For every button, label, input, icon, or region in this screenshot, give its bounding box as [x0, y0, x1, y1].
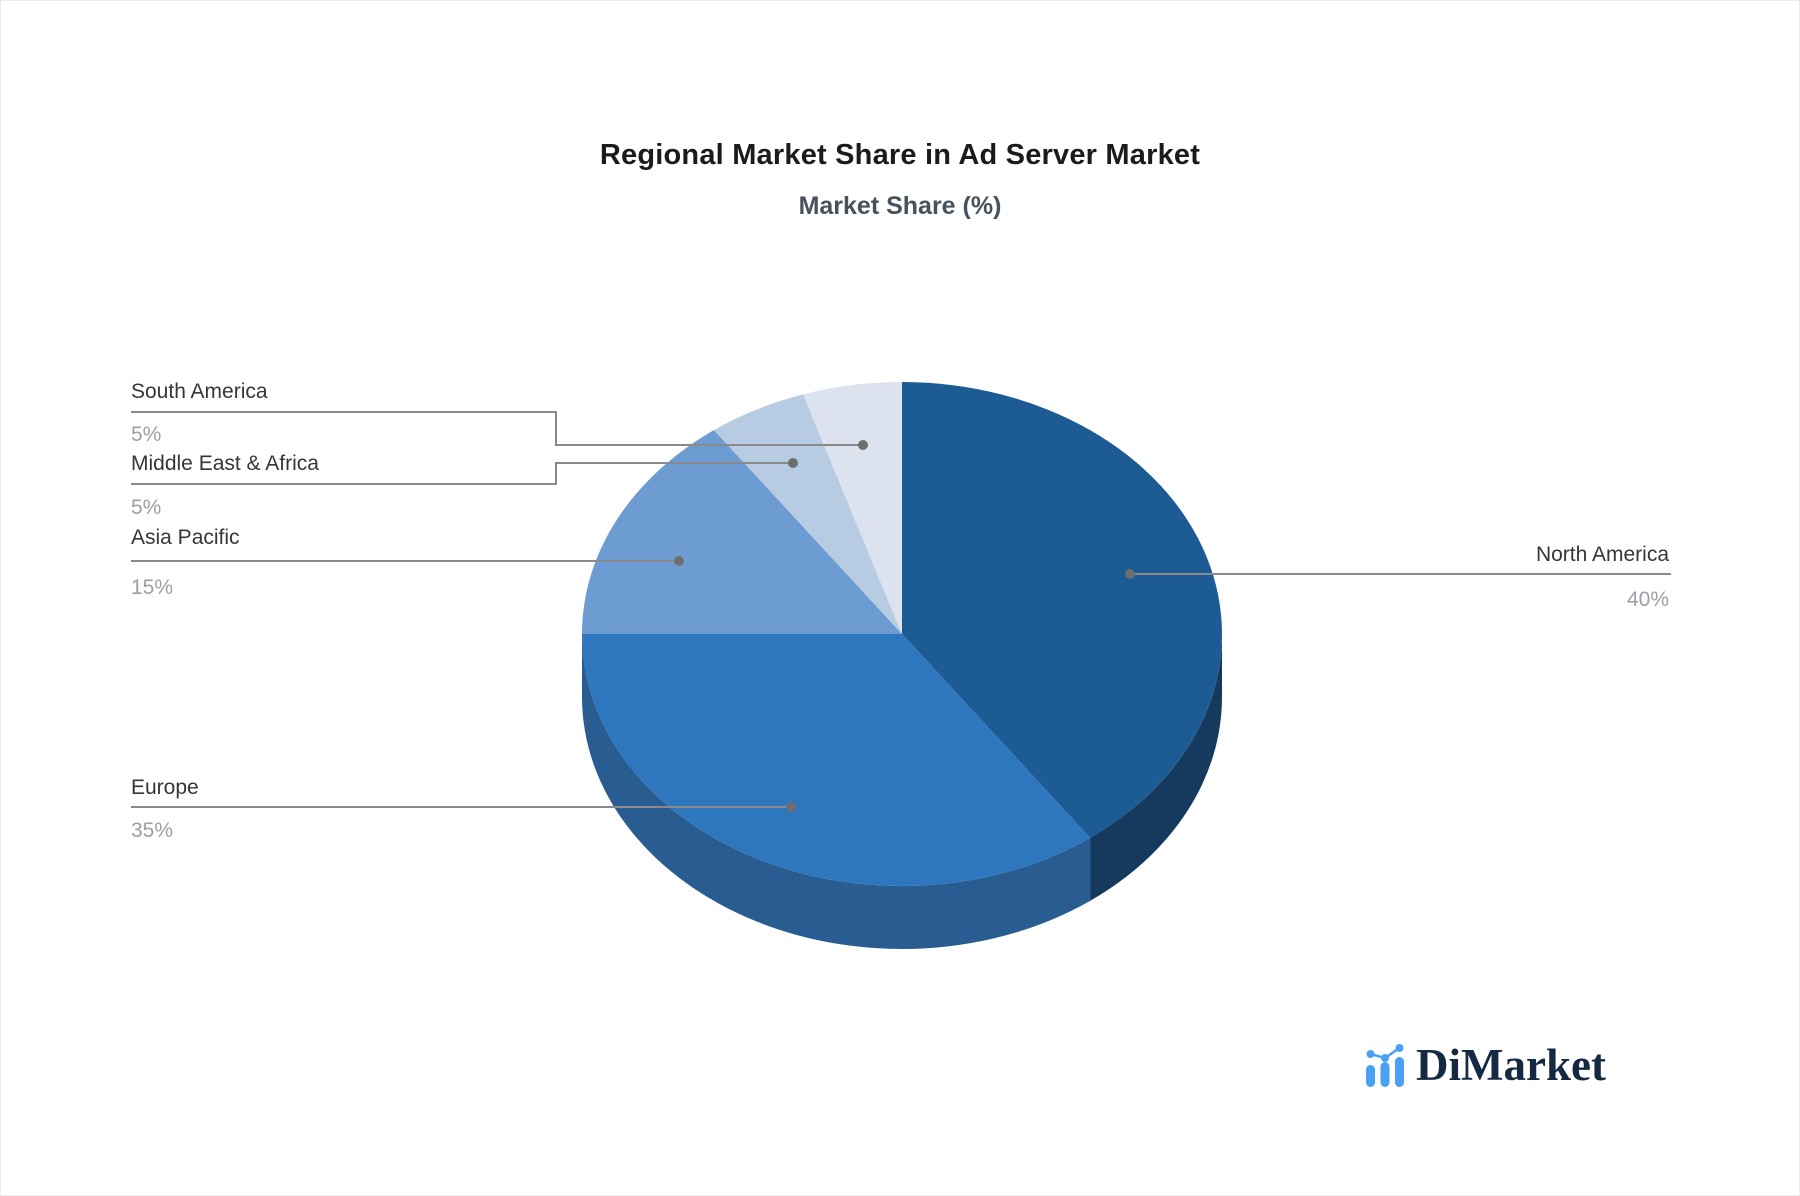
pie-slice-asia-pacific	[582, 430, 902, 634]
logo-bar	[1366, 1065, 1375, 1087]
callout-dot-middle-east-africa	[788, 458, 798, 468]
callout-dot-asia-pacific	[674, 556, 684, 566]
slice-name: South America	[131, 380, 268, 403]
slice-name: Middle East & Africa	[131, 452, 319, 475]
page-title: Regional Market Share in Ad Server Marke…	[599, 139, 1201, 171]
callout-label-asia-pacific: Asia Pacific 15%	[131, 525, 240, 600]
brand-logo: DiMarket	[1363, 1039, 1606, 1091]
callout-dot-north-america	[1125, 569, 1135, 579]
pie-slice-side-europe	[582, 634, 1091, 949]
pie-slice-north-america	[902, 382, 1222, 838]
logo-dot	[1366, 1050, 1375, 1058]
slice-name: Europe	[131, 776, 199, 799]
callout-dot-europe	[786, 802, 796, 812]
logo-dot	[1381, 1054, 1389, 1062]
logo-bar	[1380, 1062, 1390, 1087]
slice-name: Asia Pacific	[131, 526, 240, 549]
page-subtitle: Market Share (%)	[798, 192, 1002, 220]
brand-name: DiMarket	[1416, 1040, 1606, 1090]
callout-line-middle-east-africa	[131, 462, 793, 485]
logo-dot	[1395, 1044, 1404, 1052]
bar-chart-sparkline-icon	[1366, 1044, 1404, 1087]
slice-value: 15%	[131, 576, 174, 599]
callout-label-south-america: South America 5%	[131, 379, 268, 447]
callout-dot-south-america	[858, 440, 868, 450]
callout-line-south-america	[131, 411, 863, 446]
slice-value: 5%	[131, 423, 162, 446]
callout-label-middle-east-africa: Middle East & Africa 5%	[131, 451, 319, 520]
callout-label-europe: Europe 35%	[131, 775, 199, 843]
pie-slice-europe	[582, 634, 1091, 886]
logo-bar	[1395, 1057, 1404, 1087]
slice-value: 35%	[131, 819, 174, 842]
pie-slice-middle-east-africa	[713, 394, 902, 634]
slice-value: 40%	[1626, 588, 1669, 611]
slice-value: 5%	[131, 496, 162, 519]
slice-name: North America	[1535, 543, 1669, 566]
callout-label-north-america: North America 40%	[1536, 542, 1669, 612]
pie-slice-side-north-america	[1090, 634, 1222, 901]
